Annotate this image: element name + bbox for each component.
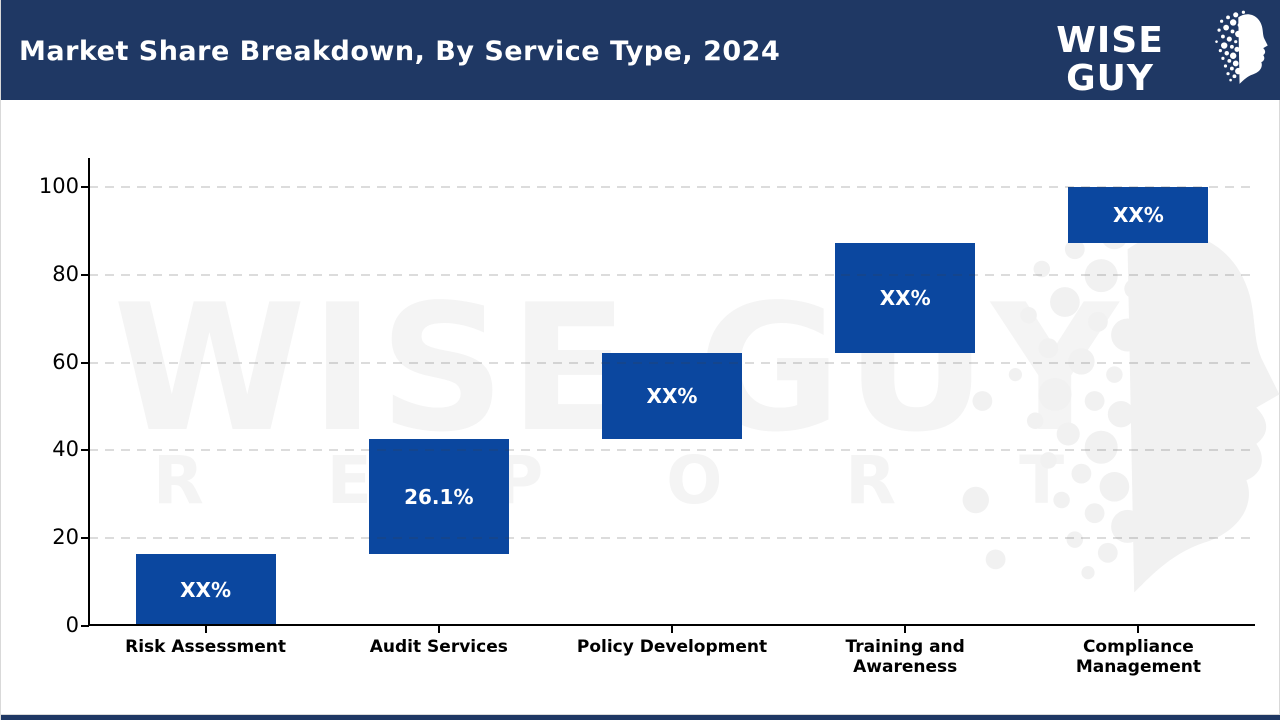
- y-tick: [81, 186, 89, 188]
- x-tick: [904, 626, 907, 633]
- x-tick: [671, 626, 673, 633]
- bar-value-label: XX%: [180, 577, 232, 602]
- gridline: [89, 361, 1255, 364]
- x-tick: [437, 626, 440, 633]
- category-label: Training and Awareness: [845, 637, 965, 677]
- y-tick: [81, 625, 89, 627]
- gridline: [89, 273, 1255, 276]
- brand-subtitle: R E P O R T S: [1028, 101, 1192, 131]
- y-tick-label: 100: [38, 174, 79, 198]
- footer-divider: [1, 714, 1280, 715]
- y-tick-label: 0: [65, 613, 79, 637]
- bar-value-label: XX%: [1112, 202, 1164, 227]
- brand-name: WISE GUY: [1056, 20, 1164, 99]
- y-tick-label: 40: [52, 437, 79, 462]
- category-label: Policy Development: [576, 637, 768, 657]
- brand-head-icon: [1215, 10, 1268, 84]
- bar-value-label: 26.1%: [404, 484, 474, 509]
- footer-bar: [1, 715, 1280, 720]
- bar-value-label: XX%: [646, 384, 698, 409]
- watermark-head-icon: [962, 214, 1280, 593]
- x-tick: [1137, 626, 1140, 633]
- y-tick: [81, 537, 89, 540]
- gridline: [89, 449, 1255, 452]
- gridline: [89, 186, 1255, 188]
- category-label: Compliance Management: [1075, 637, 1201, 677]
- y-tick: [81, 361, 89, 364]
- header-bar: Market Share Breakdown, By Service Type,…: [1, 0, 1280, 131]
- bar-segment: XX%: [602, 352, 742, 440]
- bar-value-label: XX%: [879, 285, 931, 310]
- y-axis-line: [88, 158, 90, 626]
- category-label: Risk Assessment: [125, 637, 287, 657]
- y-tick: [81, 449, 89, 452]
- bar-segment: XX%: [1068, 187, 1209, 243]
- bar-segment: 26.1%: [368, 439, 509, 554]
- y-tick: [81, 273, 89, 276]
- category-label: Audit Services: [369, 637, 508, 657]
- y-tick-label: 80: [52, 261, 79, 286]
- brand-logo-text: WISE GUY R E P O R T S: [1024, 22, 1196, 132]
- x-axis-line: [88, 624, 1255, 626]
- gridline: [89, 537, 1255, 540]
- y-tick-label: 60: [52, 349, 79, 374]
- y-tick-label: 20: [52, 525, 79, 550]
- x-tick: [204, 626, 207, 633]
- brand-logo: WISE GUY R E P O R T S: [1024, 8, 1269, 131]
- bar-segment: XX%: [135, 554, 276, 626]
- bar-segment: XX%: [835, 242, 976, 353]
- page-title: Market Share Breakdown, By Service Type,…: [19, 36, 781, 67]
